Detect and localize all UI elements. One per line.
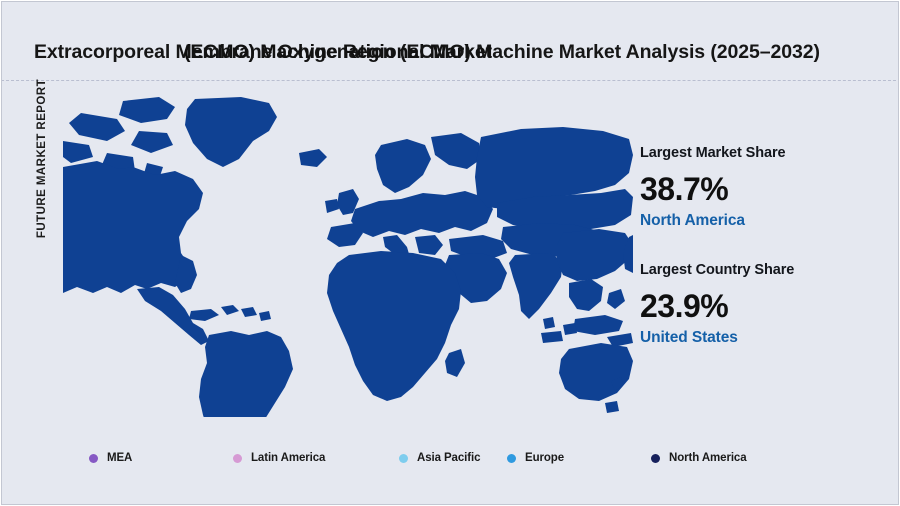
legend-item-north-america[interactable]: North America [651, 448, 747, 468]
stat-largest-country-share: Largest Country Share 23.9% United State… [640, 260, 880, 349]
map-legend: MEA Latin America Asia Pacific Europe No… [89, 448, 789, 468]
stat-value: 23.9% [640, 288, 729, 324]
stat-region: North America [640, 212, 745, 229]
stat-value: 38.7% [640, 171, 729, 207]
legend-item-label: MEA [107, 452, 133, 464]
header: Extracorporeal Membrane Oxygenation (ECM… [1, 1, 899, 81]
world-map-svg [63, 97, 633, 417]
legend-marker-icon [399, 453, 408, 463]
legend-item-label: Asia Pacific [417, 452, 481, 464]
stat-label: Largest Country Share [640, 262, 795, 278]
watermark-brand: FUTURE MARKET REPORT [31, 66, 53, 251]
legend-item-label: Europe [525, 452, 565, 464]
legend-marker-icon [651, 453, 660, 463]
legend-item-asia-pacific[interactable]: Asia Pacific [399, 448, 480, 468]
legend-item-europe[interactable]: Europe [507, 448, 564, 468]
stat-region: United States [640, 329, 738, 346]
page-title-overlay: (ECMO) Machine Regional Market [184, 41, 492, 63]
watermark-label: FUTURE MARKET REPORT [36, 78, 48, 239]
stat-largest-market-share: Largest Market Share 38.7% North America [640, 143, 880, 232]
legend-item-label: North America [669, 452, 747, 464]
legend-marker-icon [233, 453, 242, 463]
legend-item-label: Latin America [251, 452, 326, 464]
stat-label: Largest Market Share [640, 145, 786, 161]
page-title: Extracorporeal Membrane Oxygenation (ECM… [34, 39, 874, 69]
legend-marker-icon [507, 453, 516, 463]
header-divider [1, 80, 899, 81]
legend-marker-icon [89, 453, 98, 463]
page-title-main: Extracorporeal Membrane Oxygenation (ECM… [34, 41, 820, 63]
world-map [63, 97, 633, 417]
legend-item-latin-america[interactable]: Latin America [233, 448, 325, 468]
map-landmasses [63, 97, 633, 417]
stats-panel: Largest Market Share 38.7% North America… [640, 143, 880, 349]
legend-item-mea[interactable]: MEA [89, 448, 132, 468]
